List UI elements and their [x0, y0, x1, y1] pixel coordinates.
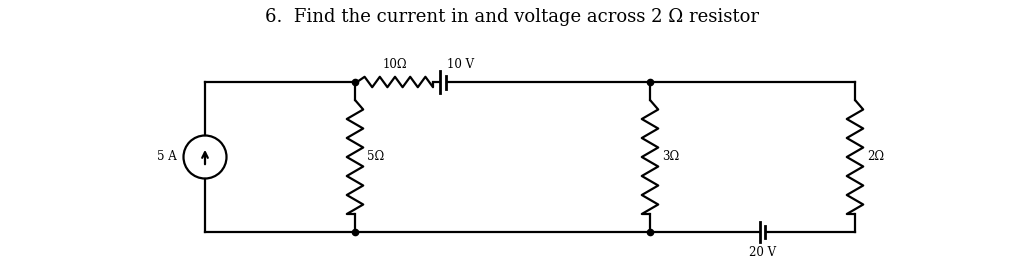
Text: 6.  Find the current in and voltage across 2 Ω resistor: 6. Find the current in and voltage acros…	[265, 8, 759, 26]
Text: 2Ω: 2Ω	[867, 150, 884, 164]
Text: 20 V: 20 V	[749, 246, 776, 259]
Text: 3Ω: 3Ω	[662, 150, 679, 164]
Text: 5 A: 5 A	[157, 150, 176, 164]
Text: 10Ω: 10Ω	[383, 58, 408, 71]
Text: 10 V: 10 V	[447, 58, 474, 71]
Text: 5Ω: 5Ω	[367, 150, 384, 164]
